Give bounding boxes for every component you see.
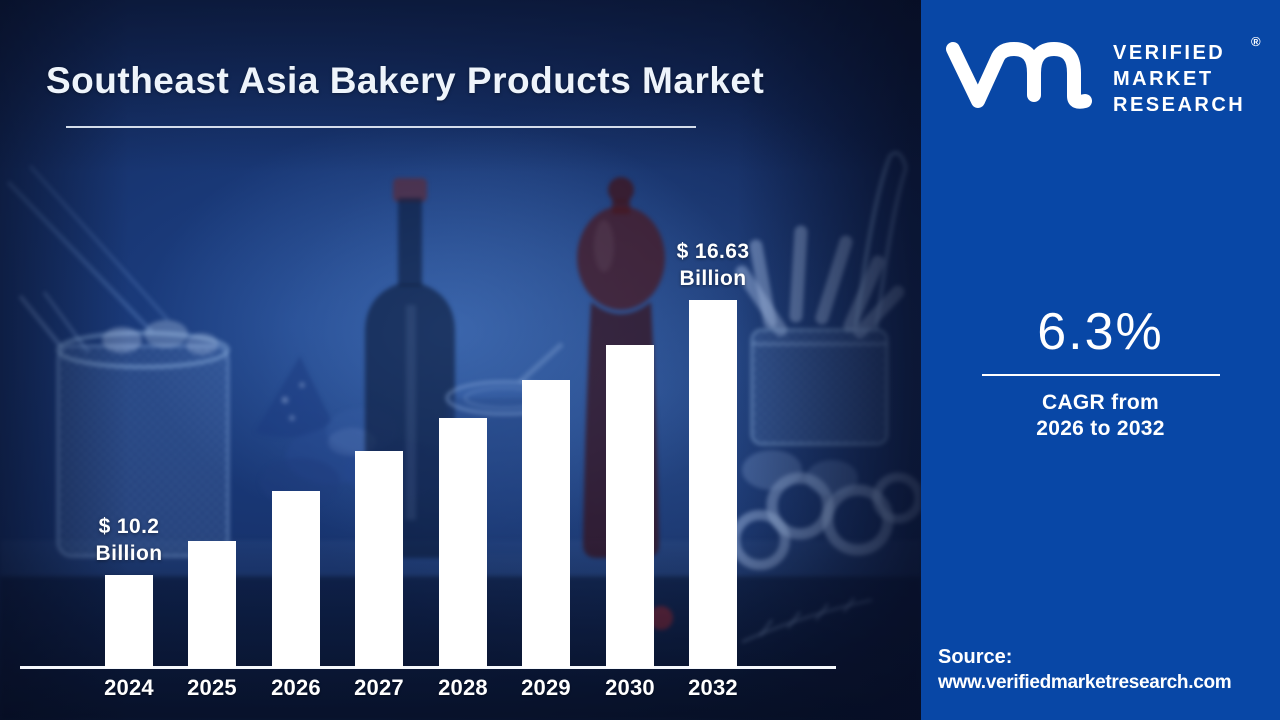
cagr-value: 6.3%: [1037, 303, 1164, 361]
vmr-monogram-icon: [946, 42, 1092, 109]
x-axis-label-2025: 2025: [187, 675, 237, 700]
cagr-caption: CAGR from 2026 to 2032: [921, 390, 1280, 442]
source-block: Source: www.verifiedmarketresearch.com: [938, 646, 1268, 694]
source-url: www.verifiedmarketresearch.com: [938, 672, 1232, 693]
brand-name: VERIFIED MARKET RESEARCH: [1113, 40, 1245, 118]
bar-2027: [355, 451, 403, 668]
brand-panel: VERIFIED MARKET RESEARCH ® 6.3% CAGR fro…: [921, 0, 1280, 720]
bar-2029: [522, 380, 570, 668]
x-axis-label-2028: 2028: [438, 675, 488, 700]
bar-value-label-2024: $ 10.2 Billion: [95, 515, 163, 565]
title-underline: [66, 126, 696, 128]
x-axis-label-2026: 2026: [271, 675, 321, 700]
registered-trademark-icon: ®: [1251, 34, 1261, 49]
cagr-block: 6.3% CAGR from 2026 to 2032: [921, 302, 1280, 442]
page-title: Southeast Asia Bakery Products Market: [46, 60, 765, 101]
bar-2032: [689, 300, 737, 668]
bar-value-label-2032: $ 16.63 Billion: [676, 240, 750, 290]
x-axis-label-2024: 2024: [104, 675, 154, 700]
bar-chart: 2024 2025 2026 2027 2028 2029 2030 2032 $ 10.2 Bi…: [20, 240, 836, 700]
cagr-divider: [981, 374, 1220, 376]
bar-2025: [188, 541, 236, 668]
source-label: Source:: [938, 646, 1013, 668]
bar-2030: [606, 345, 654, 668]
x-axis-baseline: [20, 666, 836, 669]
x-axis-label-2027: 2027: [354, 675, 404, 700]
cagr-caption-line1: CAGR from: [1041, 391, 1160, 414]
x-axis-label-2032: 2032: [688, 675, 738, 700]
bar-2026: [272, 491, 320, 668]
bar-2028: [439, 418, 487, 668]
brand-name-line1: VERIFIED: [1113, 42, 1226, 64]
brand-logo: VERIFIED MARKET RESEARCH ®: [945, 34, 1265, 124]
brand-name-line2: MARKET: [1113, 68, 1214, 90]
x-axis-label-2030: 2030: [605, 675, 655, 700]
cagr-caption-line2: 2026 to 2032: [1036, 417, 1165, 440]
x-axis-label-2029: 2029: [521, 675, 571, 700]
chart-section: Southeast Asia Bakery Products Market 20…: [0, 0, 921, 720]
brand-name-line3: RESEARCH: [1113, 94, 1246, 116]
bar-2024: [105, 575, 153, 668]
